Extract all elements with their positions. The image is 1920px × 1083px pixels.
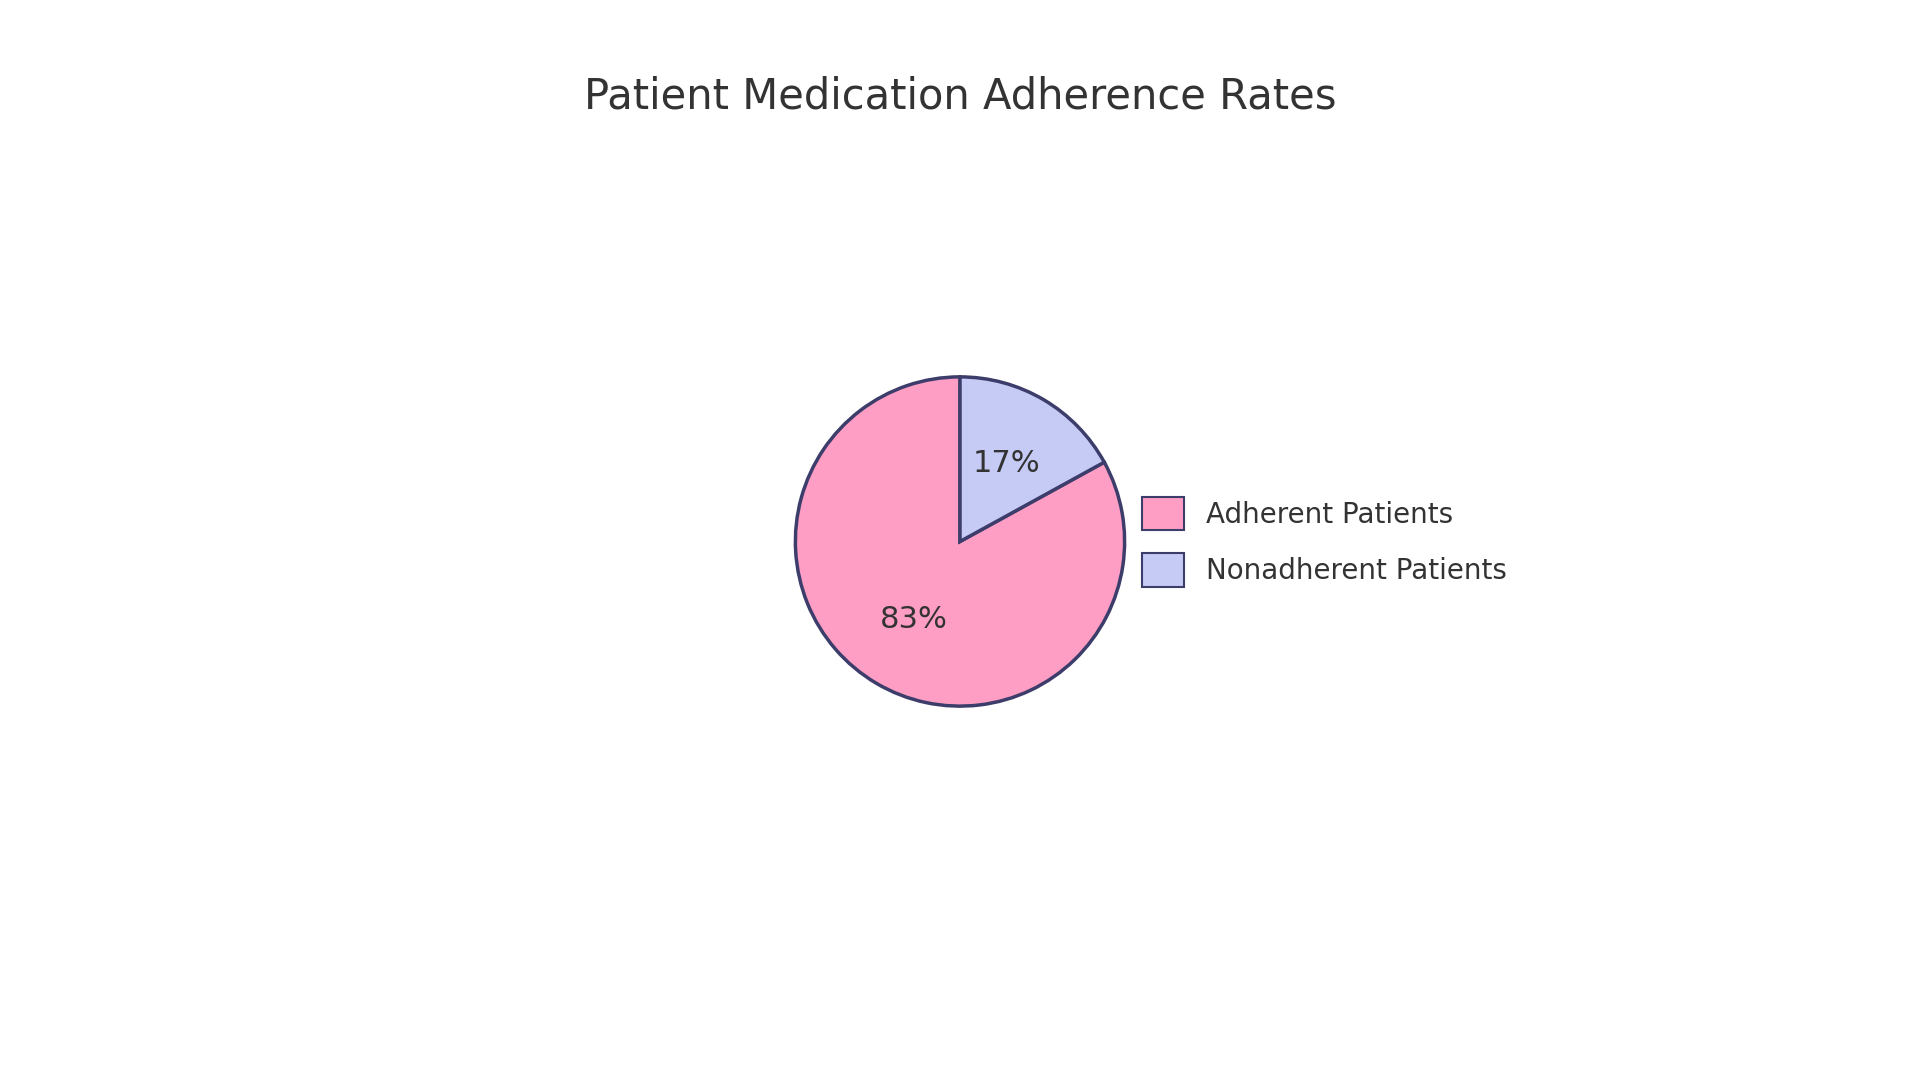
Wedge shape — [795, 377, 1125, 706]
Text: 83%: 83% — [879, 605, 948, 634]
Legend: Adherent Patients, Nonadherent Patients: Adherent Patients, Nonadherent Patients — [1116, 469, 1534, 614]
Wedge shape — [960, 377, 1104, 542]
Text: Patient Medication Adherence Rates: Patient Medication Adherence Rates — [584, 76, 1336, 118]
Text: 17%: 17% — [972, 449, 1041, 478]
